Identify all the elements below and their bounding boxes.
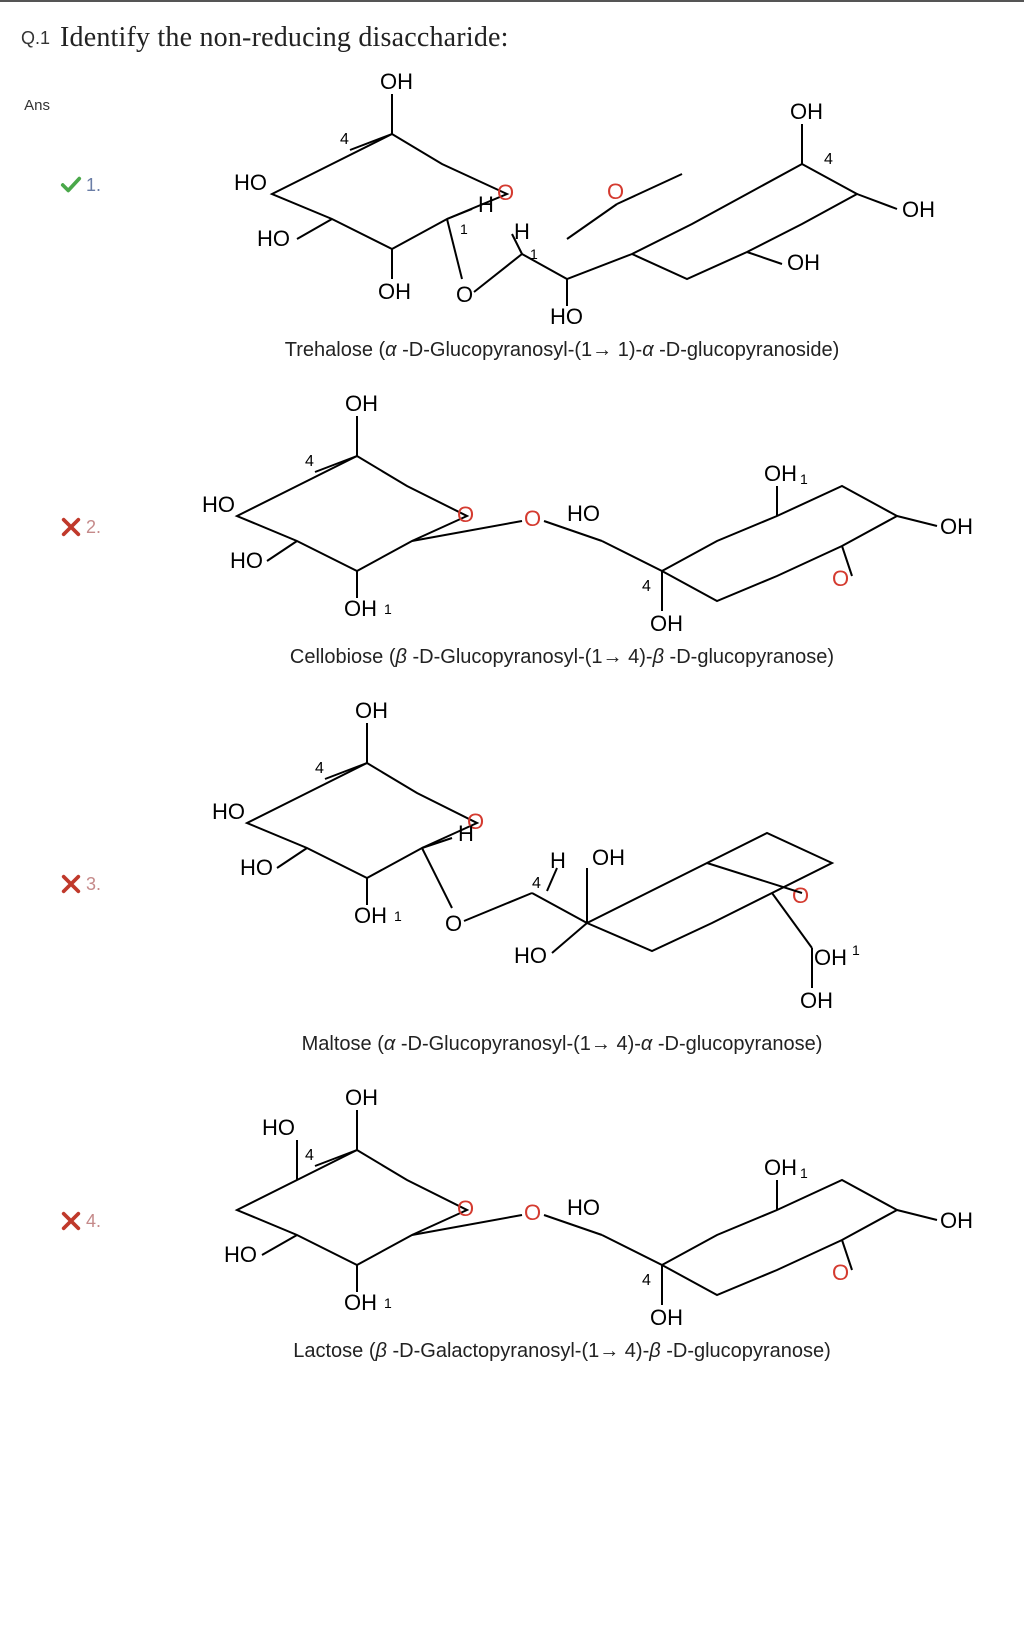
option-1-marker: 1.	[60, 64, 120, 196]
svg-text:1: 1	[384, 1295, 392, 1311]
svg-text:O: O	[832, 1260, 849, 1285]
option-1-caption: Trehalose (α -D-Glucopyranosyl-(1→ 1)-α …	[120, 339, 1004, 362]
main-column: Identify the non-reducing disaccharide: …	[50, 2, 1024, 1397]
svg-text:1: 1	[460, 221, 468, 237]
option-1-number: 1.	[86, 175, 101, 196]
svg-text:OH: OH	[344, 596, 377, 621]
cellobiose-structure: O OH 4 HO HO OH 1 O	[152, 386, 972, 646]
option-2-content: O OH 4 HO HO OH 1 O	[120, 386, 1004, 687]
option-2-caption: Cellobiose (β -D-Glucopyranosyl-(1→ 4)-β…	[120, 646, 1004, 669]
option-3: 3. O OH 4 HO HO OH	[60, 693, 1004, 1074]
svg-text:OH: OH	[592, 845, 625, 870]
lactose-structure: O OH 4 HO HO OH 1	[152, 1080, 972, 1340]
svg-text:O: O	[456, 282, 473, 307]
option-2-marker: 2.	[60, 386, 120, 538]
svg-text:HO: HO	[567, 1195, 600, 1220]
svg-text:4: 4	[824, 151, 833, 168]
svg-text:OH: OH	[790, 99, 823, 124]
svg-text:4: 4	[642, 1272, 651, 1289]
oh-label: OH	[380, 69, 413, 94]
svg-text:HO: HO	[212, 799, 245, 824]
x-icon	[60, 873, 82, 895]
option-4: 4. O OH 4 HO HO	[60, 1080, 1004, 1381]
svg-text:H: H	[550, 848, 566, 873]
svg-text:4: 4	[315, 760, 324, 777]
svg-text:O: O	[445, 911, 462, 936]
option-3-content: O OH 4 HO HO OH 1 H	[120, 693, 1004, 1074]
svg-text:OH: OH	[344, 1290, 377, 1315]
svg-text:HO: HO	[257, 226, 290, 251]
check-icon	[60, 174, 82, 196]
page: Q.1 Ans Identify the non-reducing disacc…	[0, 0, 1024, 1397]
trehalose-structure: O OH 4 HO HO OH H	[162, 64, 962, 339]
svg-text:O: O	[457, 1196, 474, 1221]
svg-text:HO: HO	[514, 943, 547, 968]
svg-text:O: O	[832, 566, 849, 591]
question-text: Identify the non-reducing disaccharide:	[60, 22, 1004, 54]
svg-text:OH: OH	[354, 903, 387, 928]
option-4-caption: Lactose (β -D-Galactopyranosyl-(1→ 4)-β …	[120, 1340, 1004, 1363]
svg-text:O: O	[792, 883, 809, 908]
svg-text:1: 1	[852, 942, 860, 958]
svg-text:OH: OH	[764, 461, 797, 486]
option-3-marker: 3.	[60, 693, 120, 895]
svg-text:HO: HO	[240, 855, 273, 880]
svg-text:HO: HO	[550, 304, 583, 329]
svg-text:4: 4	[532, 875, 541, 892]
svg-text:4: 4	[305, 1147, 314, 1164]
svg-text:OH: OH	[650, 611, 683, 636]
svg-text:OH: OH	[800, 988, 833, 1013]
x-icon	[60, 1210, 82, 1232]
svg-text:HO: HO	[202, 492, 235, 517]
option-4-content: O OH 4 HO HO OH 1	[120, 1080, 1004, 1381]
svg-text:1: 1	[800, 1165, 808, 1181]
option-3-number: 3.	[86, 874, 101, 895]
svg-text:O: O	[457, 502, 474, 527]
svg-text:O: O	[524, 1200, 541, 1225]
x-icon	[60, 516, 82, 538]
option-3-caption: Maltose (α -D-Glucopyranosyl-(1→ 4)-α -D…	[120, 1033, 1004, 1056]
svg-text:OH: OH	[378, 279, 411, 304]
svg-text:OH: OH	[345, 391, 378, 416]
svg-text:1: 1	[800, 471, 808, 487]
option-2: 2. O OH 4 HO HO OH	[60, 386, 1004, 687]
svg-text:4: 4	[305, 453, 314, 470]
svg-text:4: 4	[642, 578, 651, 595]
option-2-number: 2.	[86, 517, 101, 538]
svg-text:O: O	[607, 179, 624, 204]
svg-text:HO: HO	[230, 548, 263, 573]
option-1-content: O OH 4 HO HO OH H	[120, 64, 1004, 380]
svg-text:HO: HO	[224, 1242, 257, 1267]
svg-text:HO: HO	[567, 501, 600, 526]
svg-text:HO: HO	[262, 1115, 295, 1140]
svg-text:OH: OH	[902, 197, 935, 222]
option-4-marker: 4.	[60, 1080, 120, 1232]
maltose-structure: O OH 4 HO HO OH 1 H	[152, 693, 972, 1033]
option-4-number: 4.	[86, 1211, 101, 1232]
question-number: Q.1	[0, 28, 50, 49]
svg-text:HO: HO	[234, 170, 267, 195]
svg-text:H: H	[458, 821, 474, 846]
content-row: Q.1 Ans Identify the non-reducing disacc…	[0, 2, 1024, 1397]
svg-text:OH: OH	[940, 1208, 972, 1233]
svg-text:OH: OH	[355, 698, 388, 723]
svg-text:1: 1	[394, 908, 402, 924]
option-1: 1. O OH 4 HO HO	[60, 64, 1004, 380]
svg-text:O: O	[524, 506, 541, 531]
svg-text:O: O	[497, 180, 514, 205]
svg-text:OH: OH	[650, 1305, 683, 1330]
svg-text:OH: OH	[787, 250, 820, 275]
svg-text:H: H	[478, 192, 494, 217]
svg-text:OH: OH	[345, 1085, 378, 1110]
svg-text:OH: OH	[940, 514, 972, 539]
c4-label: 4	[340, 131, 349, 148]
svg-text:OH: OH	[764, 1155, 797, 1180]
svg-text:OH: OH	[814, 945, 847, 970]
left-margin: Q.1 Ans	[0, 2, 50, 1397]
svg-text:H: H	[514, 219, 530, 244]
answer-label: Ans	[0, 97, 50, 114]
svg-text:1: 1	[384, 601, 392, 617]
